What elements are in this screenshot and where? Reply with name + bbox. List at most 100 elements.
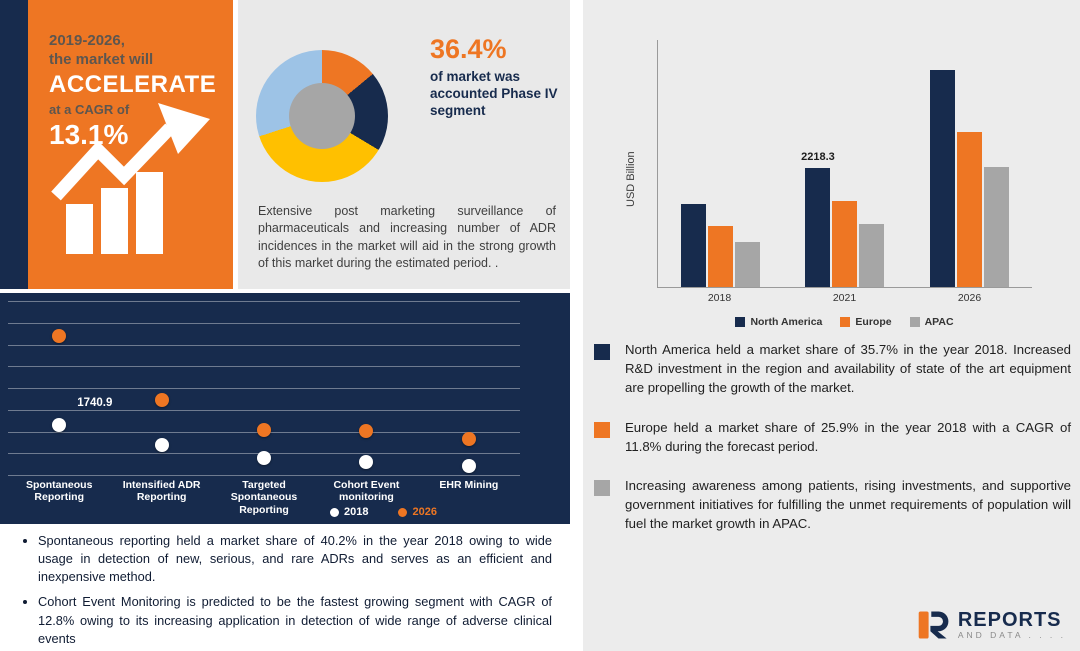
bar-value-label: 2218.3 [801,150,835,163]
bar-North America-2026 [930,70,956,287]
region-bullet-1: Europe held a market share of 25.9% in t… [593,419,1071,457]
bar-Europe-2021 [832,200,858,287]
regional-bar-chart: USD Billion 2218.3 2018 2021 2026 North Am… [619,34,1039,330]
region-bullet-0: North America held a market share of 35.… [593,341,1071,398]
region-bullet-text: Increasing awareness among patients, ris… [625,478,1071,532]
dot-category-label: Cohort Event monitoring [333,479,400,504]
region-bullet-2: Increasing awareness among patients, ris… [593,477,1071,534]
donut-chart [256,50,388,182]
bar-legend-label: APAC [924,316,954,328]
bar-group-2021: 2218.3 [801,40,885,287]
dot-category-label: Intensified ADR Reporting [122,479,201,504]
bullet-square [594,344,610,360]
segment-notes-section: Spontaneous reporting held a market shar… [0,524,570,651]
bar-APAC-2021 [859,223,885,287]
segment-dot-chart-box: 1740.9 Spontaneous Reporting Intensified … [0,293,570,524]
logo-text: REPORTS AND DATA . . . . [958,610,1066,640]
cagr-accelerate: ACCELERATE [49,70,217,98]
cagr-text-block: 2019-2026, the market will ACCELERATE at… [49,32,216,152]
bar-group-2026 [930,40,1010,287]
bar-x-label: 2026 [957,292,982,304]
bar-chart-ylabel: USD Billion [625,151,637,207]
phase-stat-value: 36.4% [430,34,507,64]
dot-2026-1 [154,392,169,407]
legend-dot-2026 [398,507,408,517]
segment-notes-list: Spontaneous reporting held a market shar… [24,532,552,648]
left-accent-strip [0,0,28,289]
dot-grid-line [8,409,520,411]
logo-dots: . . . . [1028,630,1066,641]
bar-chart-legend: North America Europe APAC [657,316,1032,328]
dot-grid-line [8,322,520,324]
dot-category-label: Spontaneous Reporting [25,479,93,504]
bar-legend-label: Europe [855,316,892,328]
regional-panel: USD Billion 2218.3 2018 2021 2026 North Am… [583,0,1080,651]
dot-chart-legend: 2018 2026 [330,506,437,518]
region-bullet-text: North America held a market share of 35.… [625,342,1071,395]
dot-2018-0 [52,417,67,432]
bar-legend-item-APAC: APAC [909,316,954,328]
cagr-line4: at a CAGR of [49,101,130,117]
dot-2026-4 [461,432,476,447]
dot-2018-1 [154,438,169,453]
phase-paragraph: Extensive post marketing surveillance of… [258,204,556,270]
logo-subtitle: AND DATA . . . . [957,630,1066,641]
phase-segment-box: 36.4% of market was accounted Phase IV s… [238,0,570,289]
bar-x-label: 2021 [832,292,857,304]
dot-legend-label: 2018 [344,506,369,518]
bar-APAC-2018 [734,242,760,287]
bar-legend-item-North America: North America [735,316,822,328]
dot-category-label: Targeted Spontaneous Reporting [230,479,298,516]
region-bullets: North America held a market share of 35.… [593,341,1071,555]
legend-square-APAC [909,317,920,327]
legend-dot-2018 [330,507,339,517]
bar-chart-plot: 2218.3 [657,40,1032,288]
dot-chart-plot: 1740.9 [8,301,520,476]
dot-2018-4 [461,459,476,474]
cagr-highlight-box: 2019-2026, the market will ACCELERATE at… [28,0,233,289]
bar-x-label: 2018 [707,292,732,304]
bar-North America-2018 [680,204,706,287]
dot-2026-2 [257,422,271,437]
cagr-value: 13.1% [49,119,129,151]
bullet-square [594,480,610,497]
bar-North America-2021: 2218.3 [801,151,835,287]
bar-legend-item-Europe: Europe [840,316,892,328]
segment-note: Spontaneous reporting held a market shar… [38,532,552,586]
dot-2026-3 [359,423,374,438]
segment-note: Cohort Event Monitoring is predicted to … [38,593,552,647]
dot-value-label: 1740.9 [77,396,113,409]
bullet-square [594,421,610,438]
dot-legend-label: 2026 [412,506,437,518]
dot-legend-item-2026: 2026 [398,506,437,518]
dot-grid-line [8,388,520,389]
dot-chart-categories: Spontaneous Reporting Intensified ADR Rep… [8,479,520,516]
cagr-line2: the market will [49,50,154,68]
logo-brand: REPORTS [957,609,1062,632]
cagr-years: 2019-2026, [49,32,125,49]
bar-legend-label: North America [750,316,823,328]
legend-square-North America [735,317,746,327]
bar-APAC-2026 [984,166,1010,287]
bar-chart-xlabels: 2018 2021 2026 [657,292,1032,304]
dot-grid-line [8,366,520,368]
dot-grid-line [8,301,520,302]
donut-hole [289,83,355,149]
legend-square-Europe [840,317,851,327]
dot-grid-line [8,475,520,476]
dot-2026-0 [52,328,67,343]
region-bullet-text: Europe held a market share of 25.9% in t… [625,419,1071,454]
phase-stat-block: 36.4% of market was accounted Phase IV s… [430,34,558,120]
growth-arrow-icon [51,103,210,254]
logo-r-icon [918,611,949,639]
bar-Europe-2018 [707,225,733,287]
phase-stat-caption: of market was accounted Phase IV segment [430,69,558,118]
dot-grid-line [8,344,520,346]
reports-and-data-logo: REPORTS AND DATA . . . . [916,607,1066,643]
bar-Europe-2026 [957,132,983,287]
dot-2018-3 [359,454,374,469]
bar-group-2018 [680,40,760,287]
dot-category-label: EHR Mining [439,479,499,491]
dot-legend-item-2018: 2018 [330,506,368,518]
